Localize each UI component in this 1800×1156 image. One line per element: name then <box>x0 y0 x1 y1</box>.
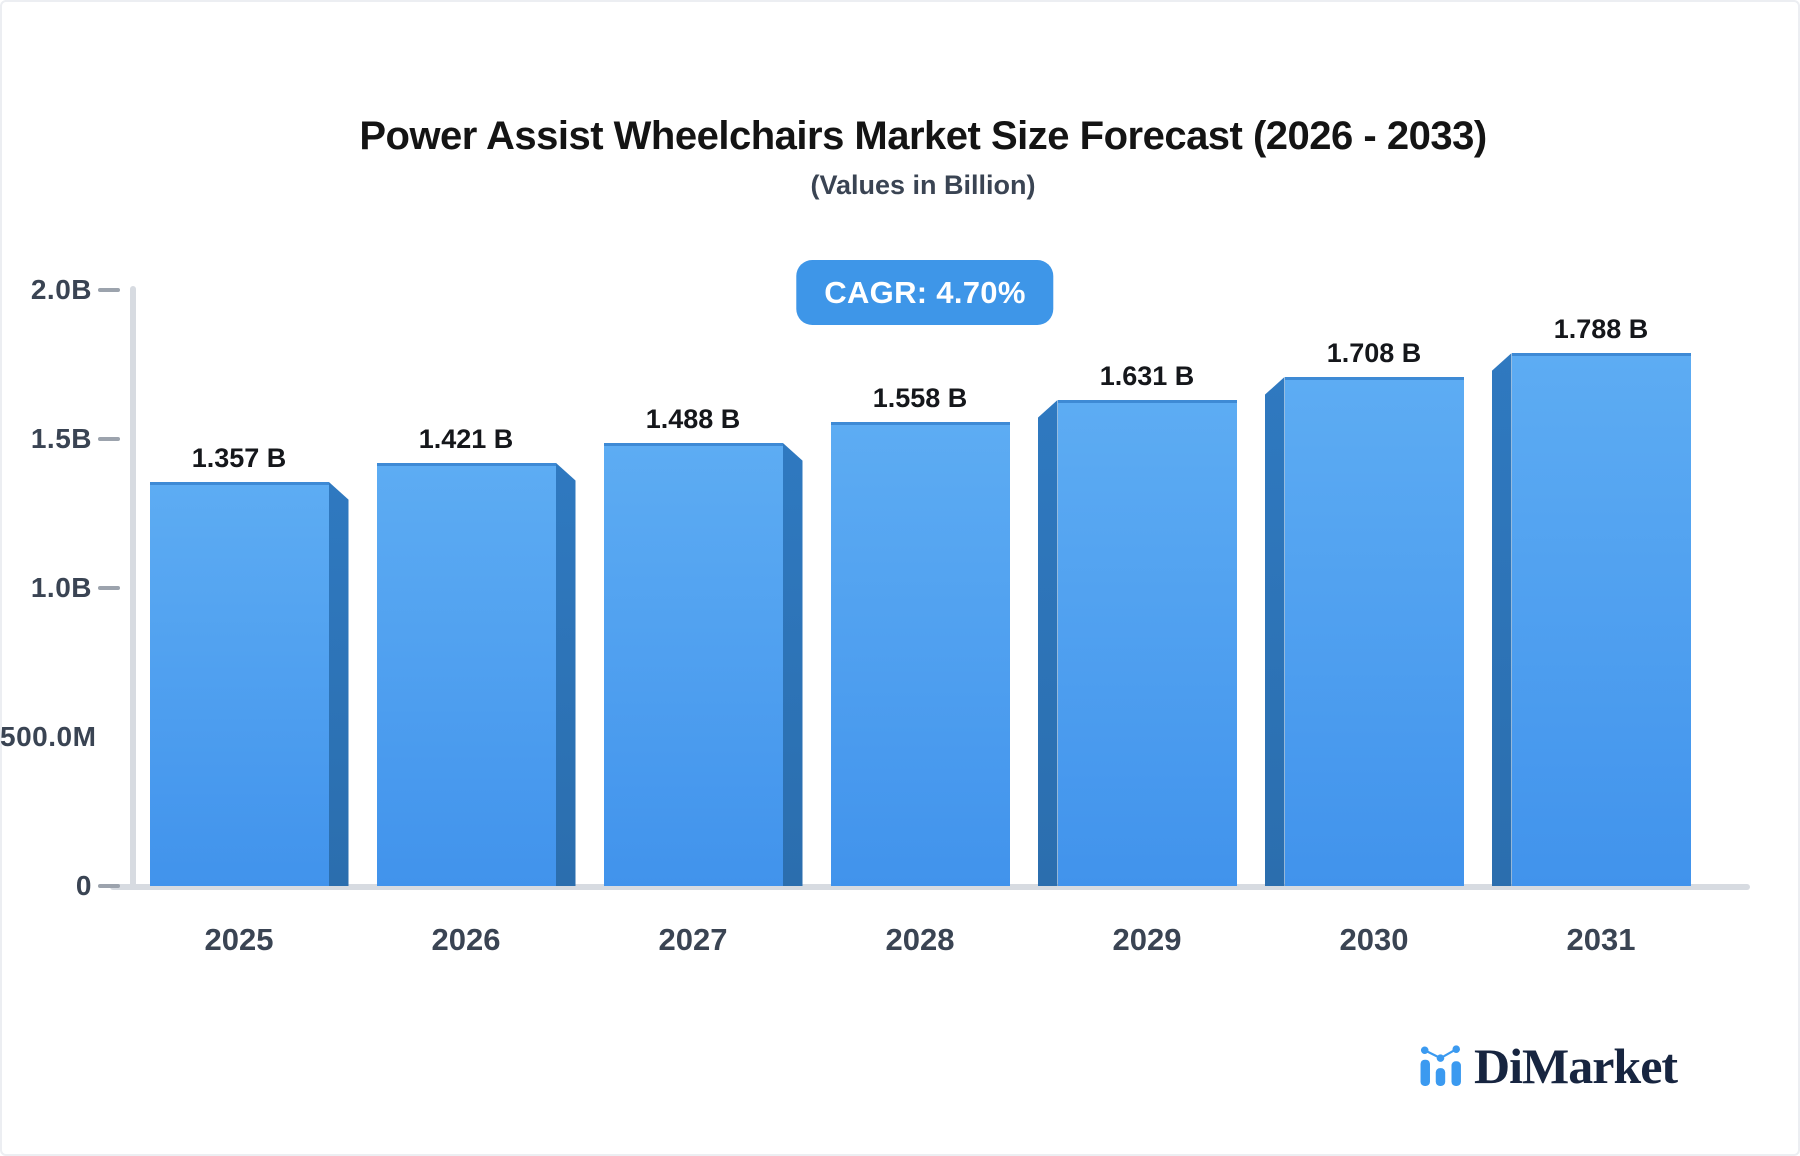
bar-side-face-2029 <box>1037 399 1058 886</box>
bar-value-label: 1.488 B <box>645 403 741 434</box>
y-tick-mark <box>98 884 120 888</box>
brand-logo-text: DiMarket <box>1474 1038 1678 1094</box>
chart-subtitle: (Values in Billion) <box>810 170 1036 200</box>
bar-2025 <box>149 481 329 886</box>
bar-value-label: 1.788 B <box>1553 314 1649 345</box>
x-axis-label-2025: 2025 <box>204 922 274 957</box>
bar-side-face-2027 <box>782 442 803 886</box>
y-tick-label: 1.0B <box>30 572 92 603</box>
y-tick-label: 2.0B <box>30 274 92 305</box>
bar-value-label: 1.708 B <box>1326 338 1422 369</box>
bar-2031 <box>1511 353 1691 886</box>
x-axis-label-2029: 2029 <box>1112 922 1182 957</box>
bar-side-face-2030 <box>1264 377 1285 886</box>
x-axis-baseline <box>110 884 1750 890</box>
chart-title: Power Assist Wheelchairs Market Size For… <box>359 114 1487 158</box>
mini-bar-chart-icon <box>1420 1045 1461 1086</box>
cagr-badge: CAGR: 4.70% <box>796 260 1054 325</box>
bar-value-label: 1.357 B <box>191 442 287 473</box>
bar-side-face-2025 <box>328 481 349 886</box>
x-axis-label-2030: 2030 <box>1339 922 1409 957</box>
bar-side-face-2026 <box>555 462 576 886</box>
bar-2026 <box>376 462 556 886</box>
bar-value-label: 1.558 B <box>872 382 968 413</box>
bar-side-face-2031 <box>1491 353 1512 886</box>
bar-2030 <box>1284 377 1464 886</box>
y-axis-line <box>130 286 136 890</box>
brand-logo: DiMarket <box>1420 1038 1678 1094</box>
y-tick-mark <box>98 586 120 590</box>
bar-2029 <box>1057 399 1237 886</box>
y-tick-label: 500.0M <box>0 721 97 752</box>
y-tick-label: 1.5B <box>30 423 92 454</box>
y-tick-mark <box>98 437 120 441</box>
x-axis-label-2031: 2031 <box>1566 922 1636 957</box>
y-tick-label: 0 <box>75 870 92 901</box>
x-axis-label-2028: 2028 <box>885 922 955 957</box>
bar-value-label: 1.631 B <box>1099 360 1195 391</box>
x-axis-label-2027: 2027 <box>658 922 728 957</box>
bar-2028 <box>830 421 1010 886</box>
x-axis-label-2026: 2026 <box>431 922 501 957</box>
bar-2027 <box>603 442 783 886</box>
y-tick-mark <box>98 288 120 292</box>
bar-value-label: 1.421 B <box>418 423 514 454</box>
